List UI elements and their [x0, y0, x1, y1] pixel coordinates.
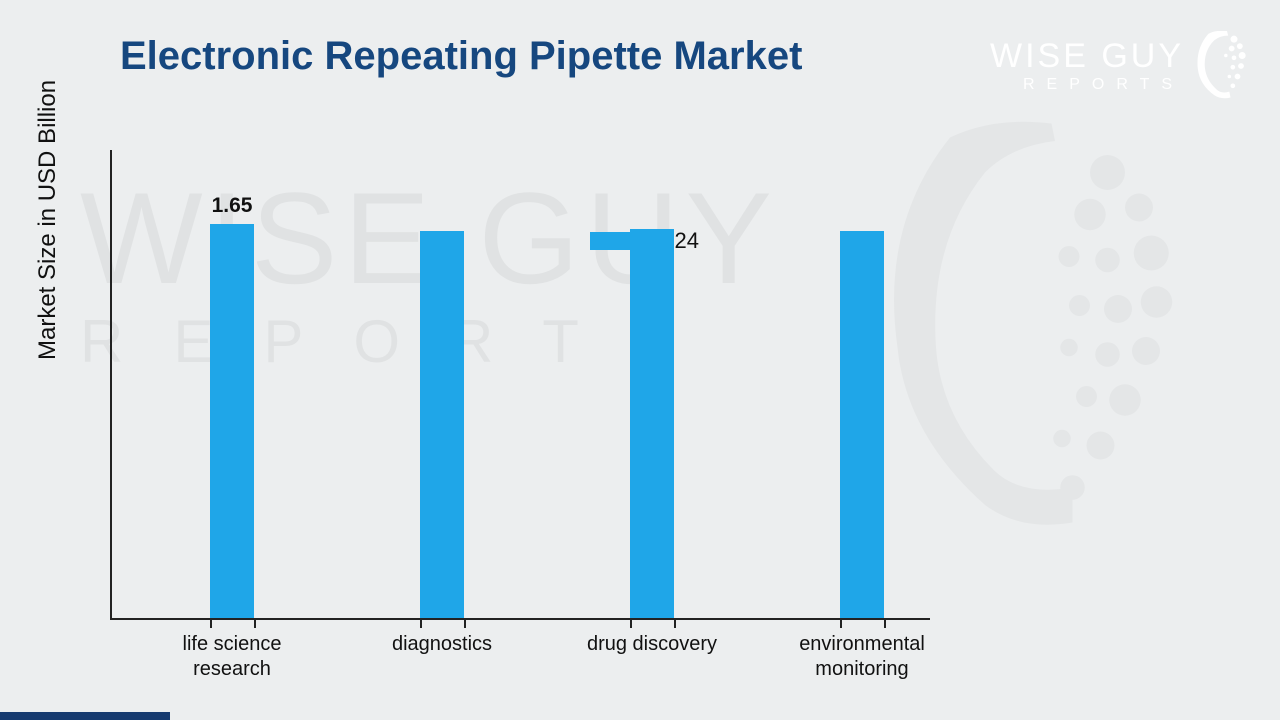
brand-logo-text: WISE GUY REPORTS: [990, 39, 1184, 93]
x-axis-tick: [674, 620, 676, 628]
category-label: life science research: [142, 632, 322, 682]
side-panel: [960, 0, 1280, 720]
page-root: WISE GUY REPORTS Electronic Repeating Pi…: [0, 0, 1280, 720]
bar-value-label: 1.65: [212, 194, 253, 218]
chart-bar: [210, 224, 254, 618]
footer-accent-bar: [0, 712, 170, 720]
x-axis-tick: [840, 620, 842, 628]
x-axis-tick: [210, 620, 212, 628]
x-axis-tick: [464, 620, 466, 628]
chart-bar: [420, 231, 464, 618]
category-label: drug discovery: [562, 632, 742, 657]
chart-title: Electronic Repeating Pipette Market: [120, 34, 802, 79]
x-axis-line: [110, 618, 930, 620]
chart-bar: [630, 229, 674, 618]
brand-logo-main: WISE GUY: [990, 39, 1184, 73]
brand-logo-sub: REPORTS: [990, 77, 1184, 93]
brand-logo: WISE GUY REPORTS: [990, 26, 1250, 106]
chart-bar: [840, 231, 884, 618]
brand-head-icon: [1190, 31, 1250, 101]
x-axis-tick: [884, 620, 886, 628]
y-axis-line: [110, 150, 112, 620]
x-axis-tick: [420, 620, 422, 628]
y-axis-label: Market Size in USD Billion: [34, 80, 62, 360]
x-axis-tick: [254, 620, 256, 628]
category-label: diagnostics: [352, 632, 532, 657]
x-axis-tick: [630, 620, 632, 628]
category-label: environmental monitoring: [772, 632, 952, 682]
chart-plot-area: 2024 1.65life science researchdiagnostic…: [110, 150, 930, 620]
